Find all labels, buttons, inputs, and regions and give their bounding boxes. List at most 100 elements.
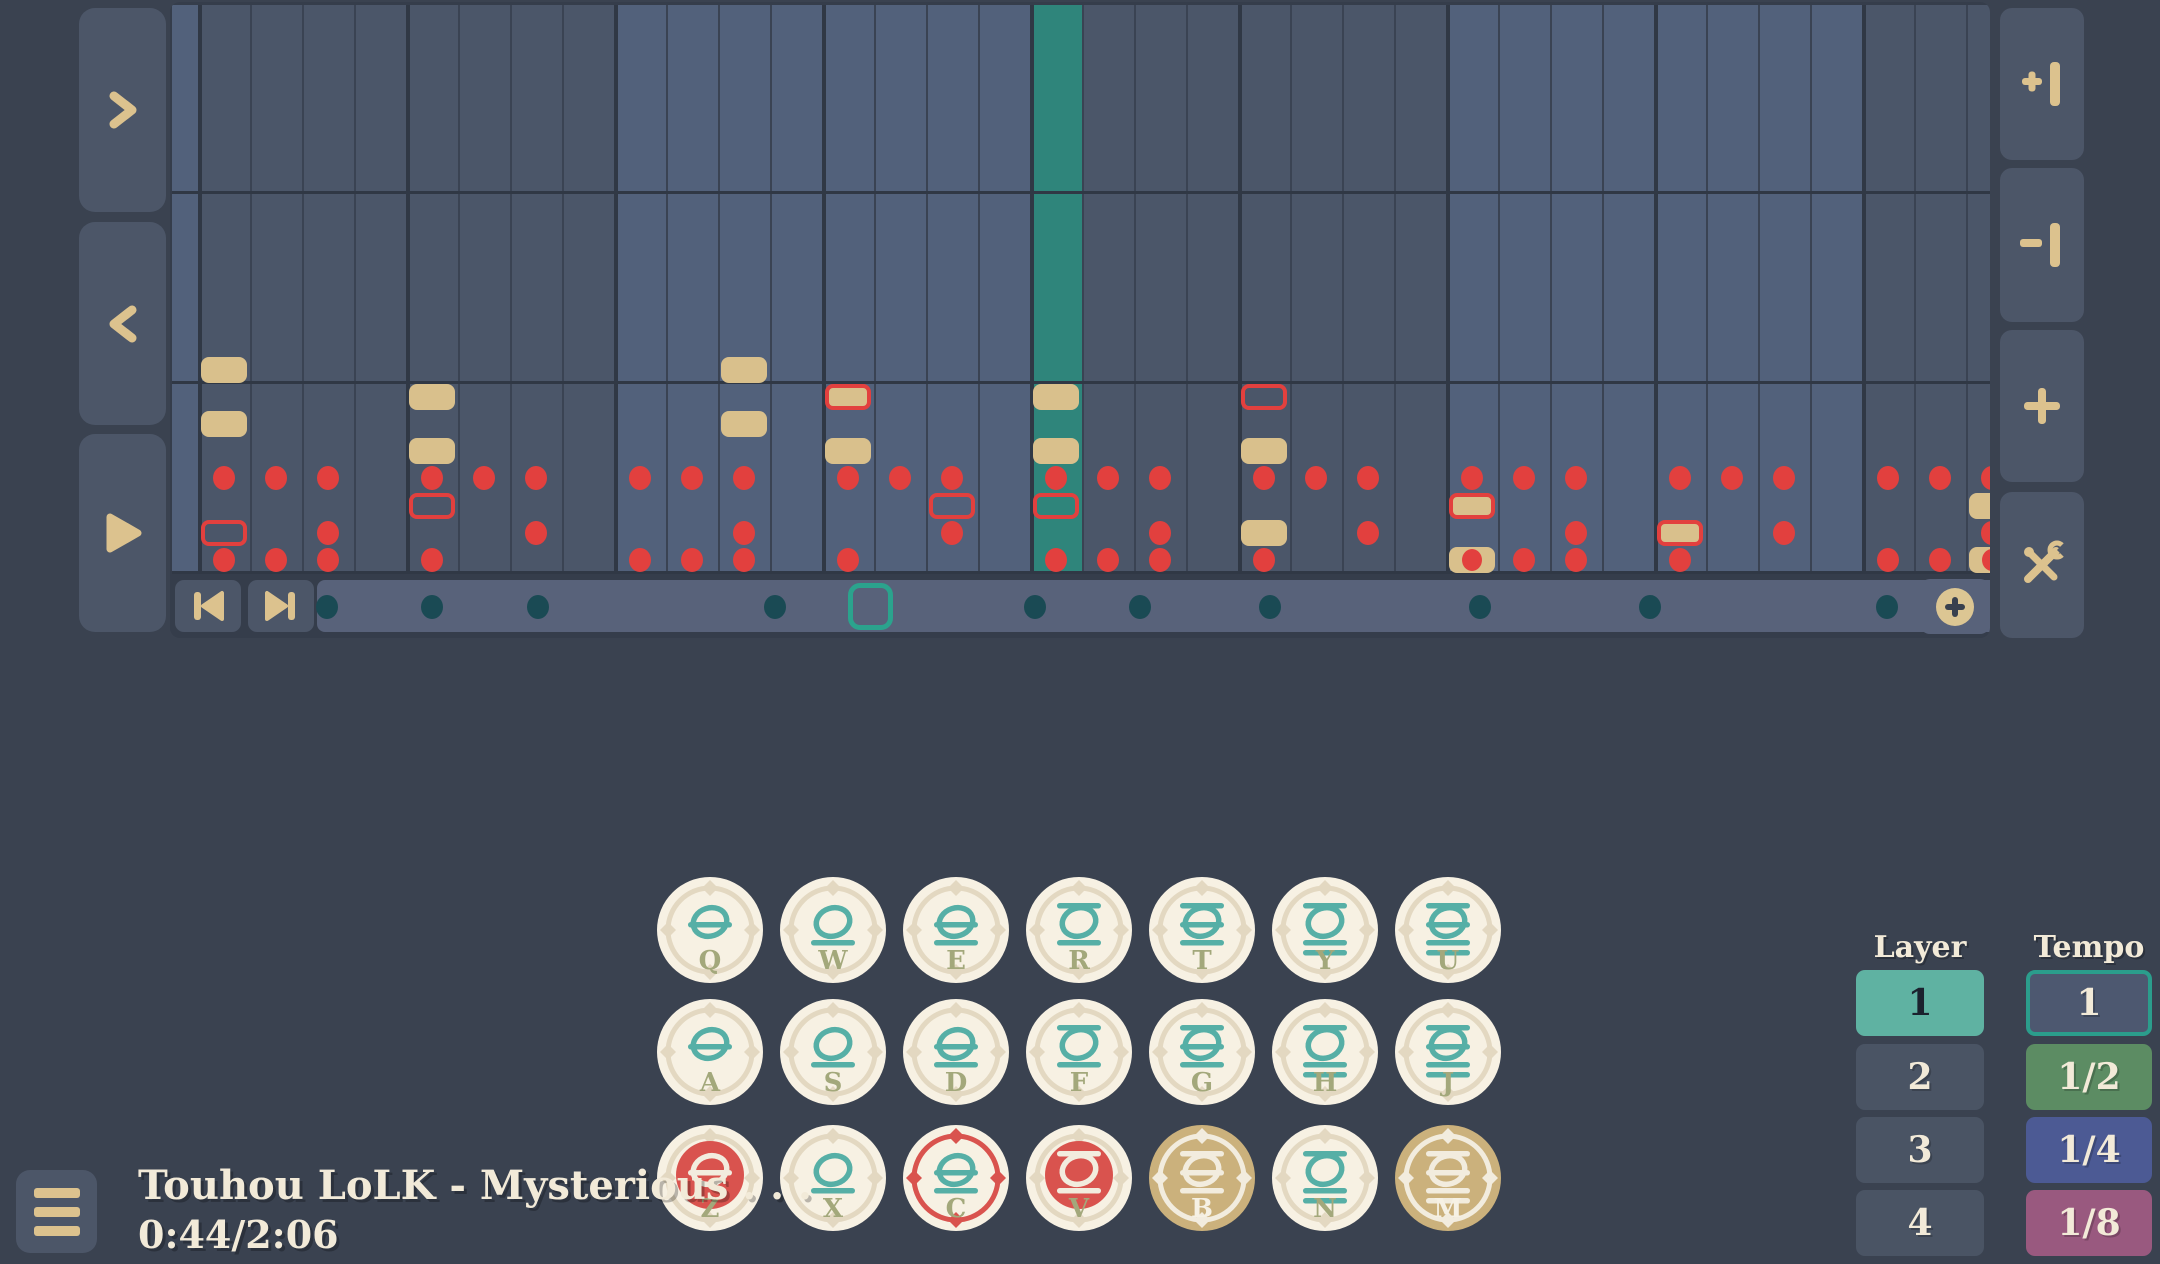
note-dot[interactable] [1981, 520, 1990, 545]
breakpoint-dot[interactable] [1639, 595, 1661, 619]
note-key-U[interactable]: U [1395, 877, 1501, 983]
note-dot[interactable] [629, 547, 651, 572]
note-key-G[interactable]: G [1149, 999, 1255, 1105]
note-block[interactable] [409, 438, 455, 465]
note-dot[interactable] [1877, 466, 1899, 491]
note-dot[interactable] [837, 466, 859, 491]
note-dot[interactable] [1253, 547, 1275, 572]
breakpoint-dot[interactable] [1024, 595, 1046, 619]
note-dot[interactable] [1045, 466, 1067, 491]
note-block-selected[interactable] [825, 384, 871, 411]
note-key-V[interactable]: V [1026, 1125, 1132, 1231]
grid-column[interactable] [978, 5, 1030, 573]
note-key-N[interactable]: N [1272, 1125, 1378, 1231]
note-dot[interactable] [265, 466, 287, 491]
note-dot[interactable] [1669, 547, 1691, 572]
note-dot[interactable] [889, 466, 911, 491]
skip-to-start-button[interactable] [175, 580, 241, 632]
note-block[interactable] [1241, 519, 1287, 546]
note-dot[interactable] [421, 547, 443, 572]
note-dot[interactable] [1149, 547, 1171, 572]
note-dot[interactable] [941, 466, 963, 491]
note-dot[interactable] [1773, 520, 1795, 545]
layer-button-1[interactable]: 1 [1856, 970, 1984, 1036]
note-key-S[interactable]: S [780, 999, 886, 1105]
breakpoint-dot[interactable] [527, 595, 549, 619]
previous-breakpoint-button[interactable] [79, 222, 166, 425]
grid-column[interactable] [1186, 5, 1238, 573]
grid-column[interactable] [1810, 5, 1862, 573]
note-key-Y[interactable]: Y [1272, 877, 1378, 983]
note-outline[interactable] [201, 519, 247, 546]
note-block[interactable] [721, 411, 767, 438]
note-block[interactable] [409, 384, 455, 411]
note-block-with-dot[interactable] [1449, 546, 1495, 573]
note-dot[interactable] [681, 466, 703, 491]
add-column-button[interactable] [2000, 8, 2084, 160]
note-dot[interactable] [1669, 466, 1691, 491]
tempo-button-1-4[interactable]: 1/4 [2026, 1117, 2152, 1183]
note-key-D[interactable]: D [903, 999, 1009, 1105]
note-key-R[interactable]: R [1026, 877, 1132, 983]
note-dot[interactable] [681, 547, 703, 572]
grid-column[interactable] [198, 5, 250, 573]
grid-column[interactable] [1602, 5, 1654, 573]
note-dot[interactable] [1565, 520, 1587, 545]
note-dot[interactable] [1721, 466, 1743, 491]
skip-to-end-button[interactable] [248, 580, 314, 632]
note-block-with-dot[interactable] [1969, 546, 1990, 573]
menu-button[interactable] [16, 1170, 97, 1253]
breakpoint-dot[interactable] [1259, 595, 1281, 619]
note-block[interactable] [1241, 438, 1287, 465]
note-outline[interactable] [1033, 492, 1079, 519]
note-dot[interactable] [1149, 520, 1171, 545]
note-key-A[interactable]: A [657, 999, 763, 1105]
note-dot[interactable] [1045, 547, 1067, 572]
note-dot[interactable] [1305, 466, 1327, 491]
timeline-scrollbar[interactable] [316, 580, 1990, 632]
note-dot[interactable] [1981, 466, 1990, 491]
breakpoint-dot[interactable] [764, 595, 786, 619]
note-dot[interactable] [525, 466, 547, 491]
note-key-J[interactable]: J [1395, 999, 1501, 1105]
note-block[interactable] [201, 357, 247, 383]
note-dot[interactable] [1513, 466, 1535, 491]
note-dot[interactable] [1565, 547, 1587, 572]
note-dot[interactable] [1097, 547, 1119, 572]
note-dot[interactable] [1357, 466, 1379, 491]
note-dot[interactable] [421, 466, 443, 491]
note-block[interactable] [721, 357, 767, 383]
note-dot[interactable] [629, 466, 651, 491]
remove-column-button[interactable] [2000, 168, 2084, 322]
note-dot[interactable] [1773, 466, 1795, 491]
note-key-E[interactable]: E [903, 877, 1009, 983]
note-dot[interactable] [733, 547, 755, 572]
note-dot[interactable] [837, 547, 859, 572]
grid-column[interactable] [354, 5, 406, 573]
note-dot[interactable] [1461, 466, 1483, 491]
note-block-selected[interactable] [1449, 492, 1495, 519]
note-dot[interactable] [213, 547, 235, 572]
note-outline[interactable] [1241, 384, 1287, 411]
note-dot[interactable] [941, 520, 963, 545]
note-key-B[interactable]: B [1149, 1125, 1255, 1231]
breakpoint-dot[interactable] [1469, 595, 1491, 619]
note-key-T[interactable]: T [1149, 877, 1255, 983]
breakpoint-dot[interactable] [421, 595, 443, 619]
note-key-Q[interactable]: Q [657, 877, 763, 983]
note-dot[interactable] [317, 466, 339, 491]
grid-column[interactable] [770, 5, 822, 573]
add-button[interactable] [2000, 330, 2084, 482]
add-breakpoint-button[interactable] [1936, 587, 1974, 626]
note-dot[interactable] [1097, 466, 1119, 491]
note-key-M[interactable]: M [1395, 1125, 1501, 1231]
grid-column[interactable] [1394, 5, 1446, 573]
note-key-F[interactable]: F [1026, 999, 1132, 1105]
note-dot[interactable] [1565, 466, 1587, 491]
note-dot[interactable] [1513, 547, 1535, 572]
note-dot[interactable] [317, 547, 339, 572]
note-dot[interactable] [525, 520, 547, 545]
note-block[interactable] [1969, 492, 1990, 519]
note-dot[interactable] [733, 520, 755, 545]
note-dot[interactable] [265, 547, 287, 572]
